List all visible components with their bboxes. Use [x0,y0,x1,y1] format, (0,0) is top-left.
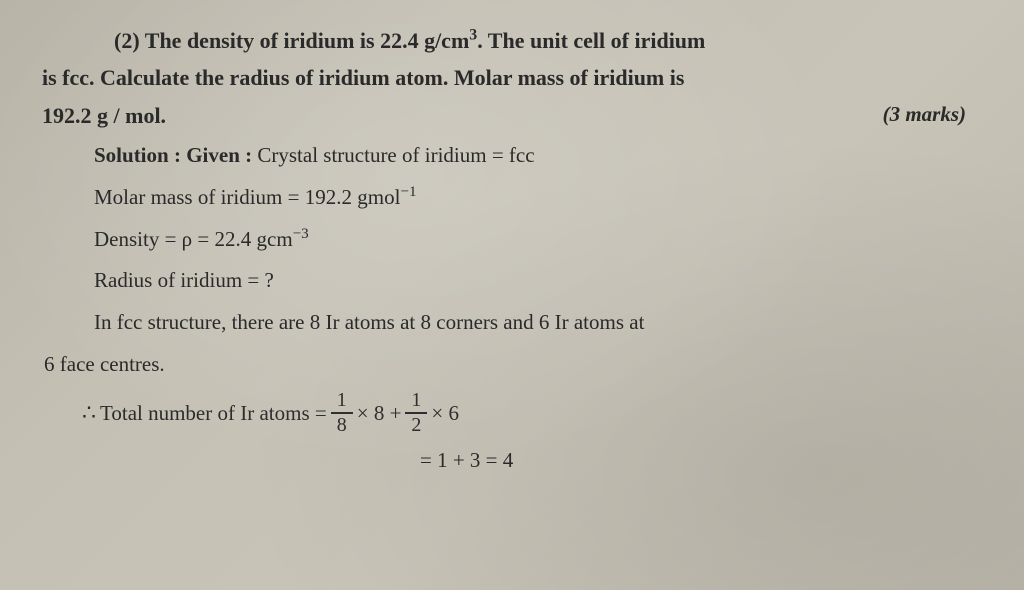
question-line-1: (2) The density of iridium is 22.4 g/cm3… [40,22,976,59]
total-label: Total number of Ir atoms = [100,401,327,426]
fraction-2: 1 2 [405,390,427,436]
result-text: = 1 + 3 = 4 [420,448,513,473]
frac2-num: 1 [405,390,427,414]
fraction-1: 1 8 [331,390,353,436]
density-text: Density = ρ = 22.4 gcm [94,227,293,251]
frac2-den: 2 [405,414,427,436]
fcc-text-1: In fcc structure, there are 8 Ir atoms a… [94,310,644,334]
times-2: × 6 [431,401,459,426]
fcc-line-2: 6 face centres. [40,347,976,383]
q-sup-1: 3 [469,27,477,44]
question-number: (2) [114,28,140,53]
molar-mass-line: Molar mass of iridium = 192.2 gmol−1 [40,180,976,216]
q-text-1a: The density of iridium is 22.4 g/cm [145,28,470,53]
question-line-3: 192.2 g / mol. (3 marks) [40,97,976,134]
given-text: Crystal structure of iridium = fcc [257,143,534,167]
fcc-text-2: 6 face centres. [44,352,165,376]
solution-label: Solution : [94,143,181,167]
density-line: Density = ρ = 22.4 gcm−3 [40,222,976,258]
marks-label: (3 marks) [883,97,966,133]
equation-line-1: ∴ Total number of Ir atoms = 1 8 × 8 + 1… [40,390,976,436]
fcc-line-1: In fcc structure, there are 8 Ir atoms a… [40,305,976,341]
radius-line: Radius of iridium = ? [40,263,976,299]
molar-text: Molar mass of iridium = 192.2 gmol [94,185,400,209]
times-1: × 8 + [357,401,402,426]
frac1-den: 8 [331,414,353,436]
molar-sup: −1 [400,184,416,200]
question-block: (2) The density of iridium is 22.4 g/cm3… [40,22,976,134]
given-label: Given : [186,143,252,167]
solution-given-line: Solution : Given : Crystal structure of … [40,138,976,174]
equation-line-2: = 1 + 3 = 4 [40,448,976,473]
frac1-num: 1 [331,390,353,414]
radius-text: Radius of iridium = ? [94,268,274,292]
question-line-2: is fcc. Calculate the radius of iridium … [40,59,976,96]
therefore-symbol: ∴ [82,400,96,426]
q-text-3: 192.2 g / mol. [42,103,166,128]
density-sup: −3 [293,226,309,242]
q-text-1b: . The unit cell of iridium [477,28,705,53]
